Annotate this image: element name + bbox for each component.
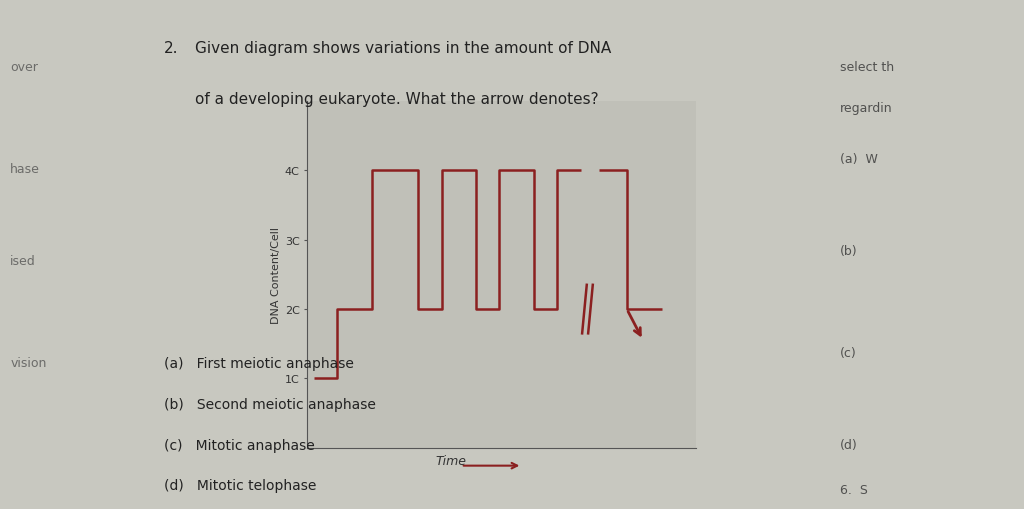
Y-axis label: DNA Content/Cell: DNA Content/Cell (270, 227, 281, 323)
Text: (a)  W: (a) W (840, 153, 878, 165)
Text: (b)   Second meiotic anaphase: (b) Second meiotic anaphase (164, 397, 376, 411)
Text: (c): (c) (840, 346, 856, 359)
Text: 2.: 2. (164, 41, 178, 55)
Text: select th: select th (840, 61, 894, 74)
Text: (c)   Mitotic anaphase: (c) Mitotic anaphase (164, 438, 314, 451)
Text: Time: Time (435, 454, 466, 467)
Text: 6.  S: 6. S (840, 484, 867, 496)
Text: (d)   Mitotic telophase: (d) Mitotic telophase (164, 478, 316, 492)
Text: regardin: regardin (840, 102, 892, 115)
Text: (d): (d) (840, 438, 857, 450)
Text: of a developing eukaryote. What the arrow denotes?: of a developing eukaryote. What the arro… (195, 92, 598, 106)
Text: over: over (10, 61, 38, 74)
Text: (a)   First meiotic anaphase: (a) First meiotic anaphase (164, 356, 353, 370)
Text: hase: hase (10, 163, 40, 176)
Text: ised: ised (10, 254, 36, 267)
Text: (b): (b) (840, 244, 857, 257)
Text: Given diagram shows variations in the amount of DNA: Given diagram shows variations in the am… (195, 41, 610, 55)
Text: vision: vision (10, 356, 47, 369)
